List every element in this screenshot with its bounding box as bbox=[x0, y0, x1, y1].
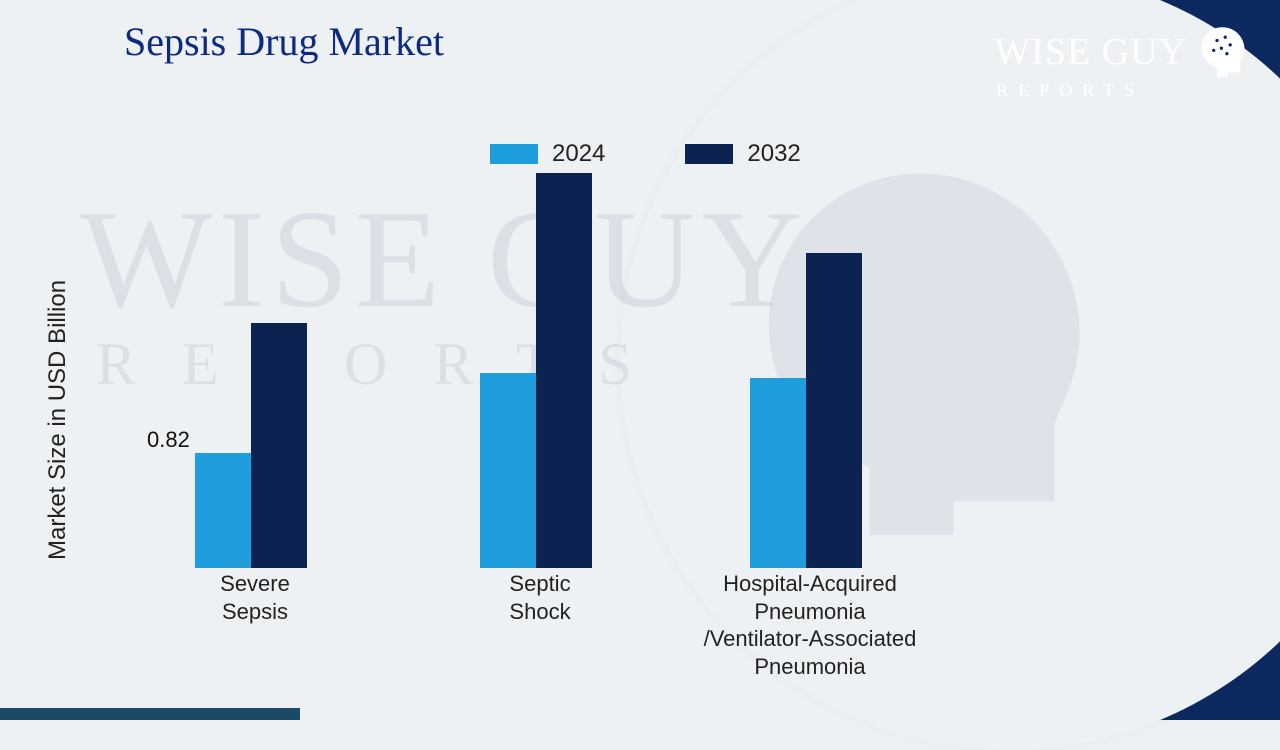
legend-item-2024: 2024 bbox=[490, 140, 605, 168]
bar-2024 bbox=[750, 378, 806, 568]
bar-2032 bbox=[251, 323, 307, 568]
legend-label-2032: 2032 bbox=[747, 140, 800, 168]
chart-plot-area: 0.82 bbox=[110, 173, 970, 568]
brand-text-line2: REPORTS bbox=[994, 81, 1250, 99]
x-axis-labels: SevereSepsis SepticShock Hospital-Acquired… bbox=[110, 570, 970, 700]
brand-logo: WISE GUY REPORTS bbox=[994, 24, 1250, 99]
legend-swatch-2024 bbox=[490, 144, 538, 164]
bar-2024: 0.82 bbox=[195, 453, 251, 568]
category-label: Hospital-AcquiredPneumonia/Ventilator-As… bbox=[670, 570, 950, 680]
bar-value-label: 0.82 bbox=[147, 427, 190, 453]
category-label: SepticShock bbox=[460, 570, 620, 625]
category-label: SevereSepsis bbox=[175, 570, 335, 625]
bar-2032 bbox=[536, 173, 592, 568]
bar-2032 bbox=[806, 253, 862, 568]
legend: 2024 2032 bbox=[490, 140, 801, 168]
y-axis-label: Market Size in USD Billion bbox=[44, 280, 72, 560]
chart-title: Sepsis Drug Market bbox=[124, 18, 444, 65]
brand-head-icon bbox=[1195, 24, 1250, 79]
bar-group: 0.82 bbox=[195, 323, 307, 568]
bottom-accent-bar bbox=[0, 708, 300, 720]
brand-text-line1: WISE GUY bbox=[994, 33, 1187, 71]
bar-group bbox=[480, 173, 592, 568]
legend-label-2024: 2024 bbox=[552, 140, 605, 168]
legend-swatch-2032 bbox=[685, 144, 733, 164]
bar-2024 bbox=[480, 373, 536, 568]
bar-group bbox=[750, 253, 862, 568]
legend-item-2032: 2032 bbox=[685, 140, 800, 168]
